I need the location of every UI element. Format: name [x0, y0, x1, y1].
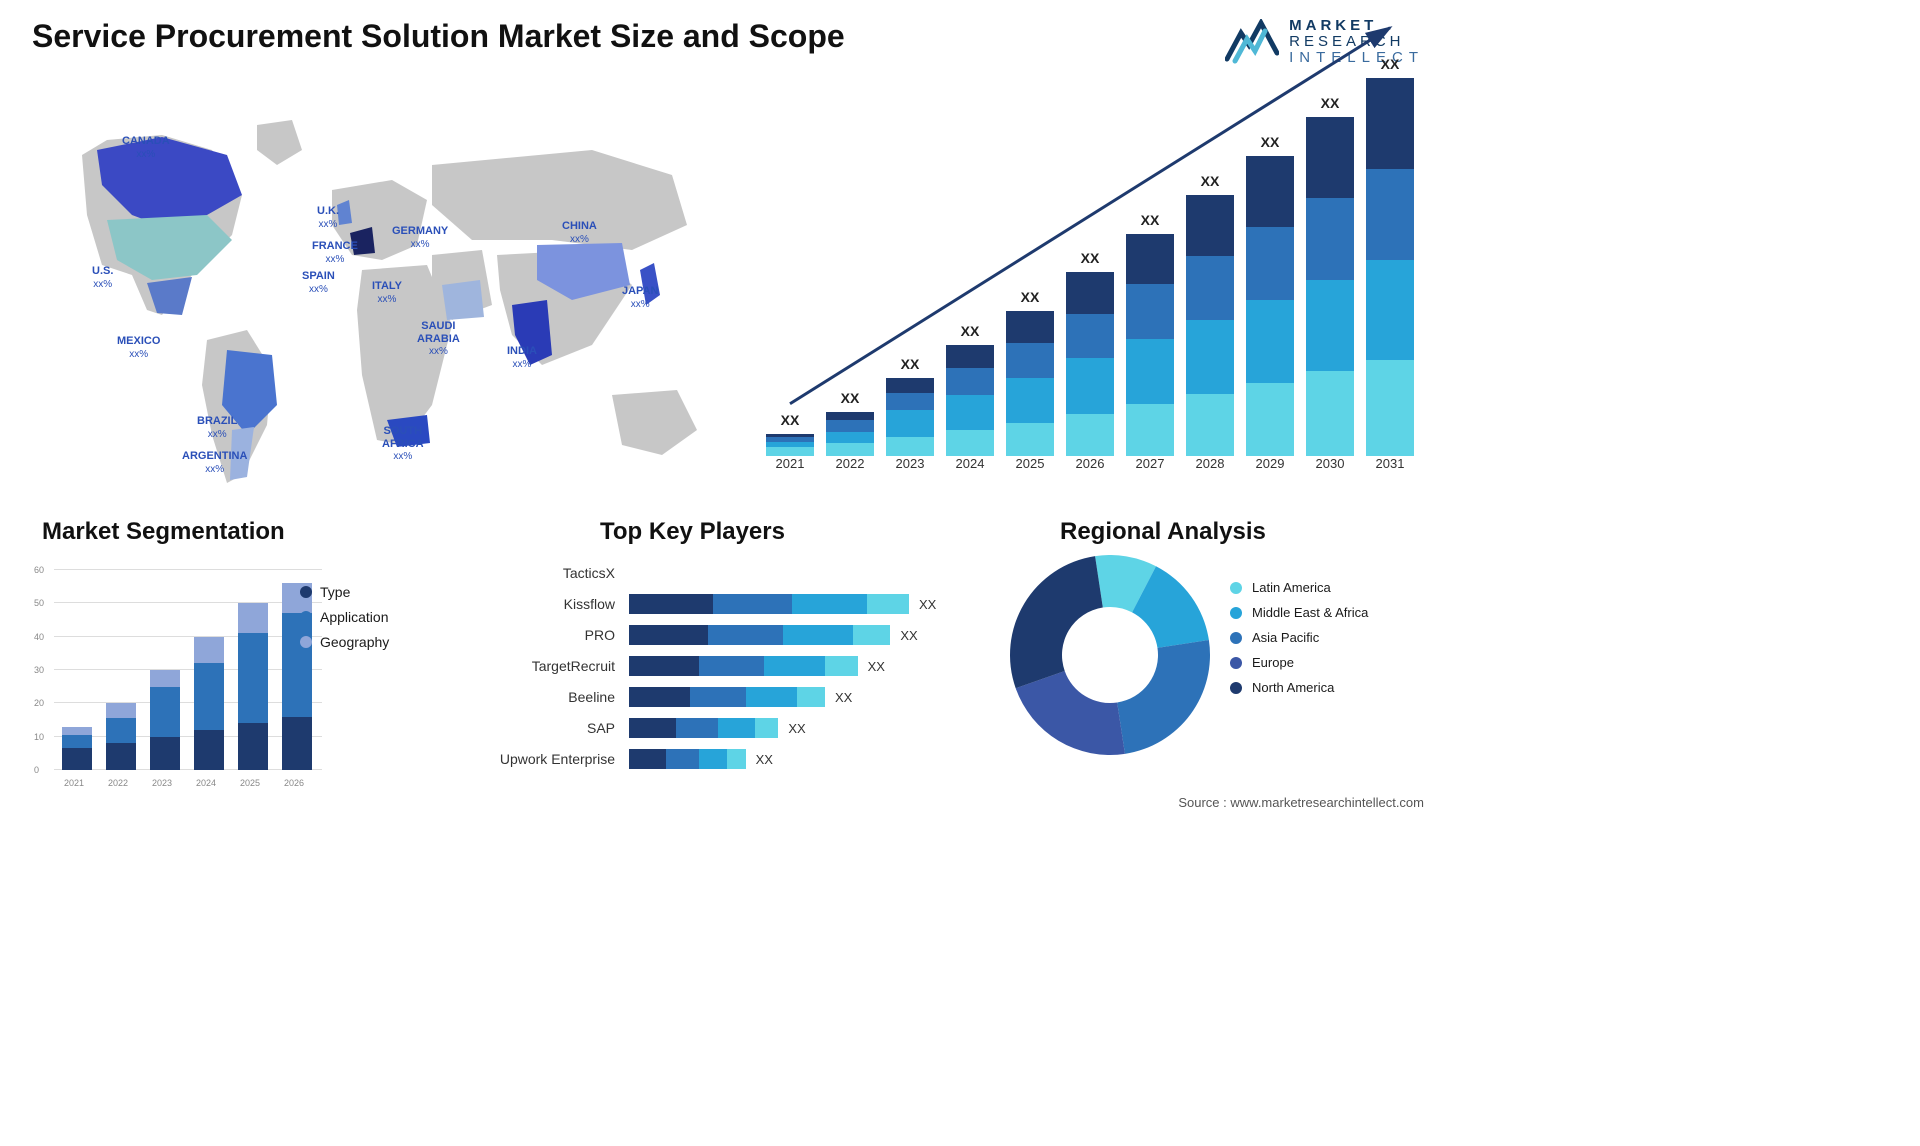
segmentation-chart: 0102030405060202120222023202420252026 [32, 555, 322, 790]
regional-legend: Latin America Middle East & Africa Asia Pa… [1230, 570, 1368, 705]
hero-xaxis-label: 2027 [1120, 456, 1180, 480]
hero-xaxis-label: 2025 [1000, 456, 1060, 480]
seg-bar-segment [194, 663, 224, 730]
player-row: Upwork EnterpriseXX [470, 746, 970, 772]
map-label: ARGENTINAxx% [182, 450, 247, 475]
donut-legend-item: Middle East & Africa [1230, 605, 1368, 620]
brand-line1: MARKET [1289, 18, 1424, 34]
map-label: MEXICOxx% [117, 335, 160, 360]
world-map: CANADAxx% U.S.xx% MEXICOxx% BRAZILxx% ARGENT… [32, 95, 732, 495]
hero-xaxis-label: 2031 [1360, 456, 1420, 480]
seg-bar-segment [150, 687, 180, 737]
player-row: KissflowXX [470, 591, 970, 617]
hero-xaxis-label: 2028 [1180, 456, 1240, 480]
hero-bar: XX [1186, 195, 1234, 456]
hero-bar: XX [766, 434, 814, 456]
map-label: FRANCExx% [312, 240, 358, 265]
hero-bar: XX [826, 412, 874, 456]
hero-bar-value: XX [1186, 173, 1234, 189]
map-label: JAPANxx% [622, 285, 658, 310]
seg-bar-segment [62, 748, 92, 770]
map-label: SPAINxx% [302, 270, 335, 295]
hero-bar: XX [1066, 272, 1114, 456]
seg-bar-segment [282, 717, 312, 770]
player-row: SAPXX [470, 715, 970, 741]
donut-legend-item: North America [1230, 680, 1368, 695]
hero-bar-value: XX [1126, 212, 1174, 228]
player-row: TacticsX [470, 560, 970, 586]
hero-bar: XX [946, 345, 994, 456]
hero-bar-value: XX [946, 323, 994, 339]
donut-legend-item: Asia Pacific [1230, 630, 1368, 645]
seg-bar-segment [194, 637, 224, 664]
hero-bar-value: XX [1006, 289, 1054, 305]
map-label: U.K.xx% [317, 205, 339, 230]
seg-legend-item: Type [300, 584, 389, 600]
seg-bar-segment [150, 737, 180, 770]
seg-legend-item: Geography [300, 634, 389, 650]
seg-bar-segment [62, 727, 92, 735]
seg-legend-item: Application [300, 609, 389, 625]
hero-xaxis-label: 2021 [760, 456, 820, 480]
hero-xaxis-label: 2024 [940, 456, 1000, 480]
map-label: SOUTHAFRICAxx% [382, 425, 424, 463]
hero-bar: XX [1006, 311, 1054, 456]
page-title: Service Procurement Solution Market Size… [32, 18, 845, 55]
hero-bar: XX [1126, 234, 1174, 456]
seg-bar-segment [150, 670, 180, 687]
map-label: SAUDIARABIAxx% [417, 320, 460, 358]
regional-donut-chart [1010, 555, 1210, 755]
seg-bar-segment [62, 735, 92, 748]
hero-xaxis-label: 2030 [1300, 456, 1360, 480]
seg-bar-segment [238, 603, 268, 633]
segmentation-header: Market Segmentation [42, 518, 285, 546]
map-label: CANADAxx% [122, 135, 170, 160]
players-header: Top Key Players [600, 518, 785, 546]
seg-bar-segment [106, 743, 136, 770]
seg-bar-segment [238, 723, 268, 770]
map-label: U.S.xx% [92, 265, 113, 290]
map-label: ITALYxx% [372, 280, 402, 305]
player-row: TargetRecruitXX [470, 653, 970, 679]
seg-bar-segment [238, 633, 268, 723]
hero-bar-value: XX [1246, 134, 1294, 150]
hero-bar: XX [1246, 156, 1294, 456]
hero-xaxis-label: 2029 [1240, 456, 1300, 480]
hero-bar-value: XX [1366, 56, 1414, 72]
hero-bar-value: XX [1306, 95, 1354, 111]
hero-xaxis-label: 2026 [1060, 456, 1120, 480]
brand-mark-icon [1225, 19, 1279, 65]
hero-bar: XX [1306, 117, 1354, 456]
donut-legend-item: Europe [1230, 655, 1368, 670]
seg-bar-segment [106, 718, 136, 743]
source-text: Source : www.marketresearchintellect.com [1178, 795, 1424, 810]
hero-xaxis-label: 2022 [820, 456, 880, 480]
hero-xaxis-label: 2023 [880, 456, 940, 480]
segmentation-legend: Type Application Geography [300, 575, 389, 659]
map-label: CHINAxx% [562, 220, 597, 245]
hero-bar-value: XX [886, 356, 934, 372]
hero-bar-value: XX [826, 390, 874, 406]
key-players-chart: TacticsX KissflowXX PROXX TargetRecruitXX Be… [470, 555, 970, 777]
hero-bar: XX [886, 378, 934, 456]
hero-stacked-bar-chart: XXXXXXXXXXXXXXXXXXXXXX 20212022202320242… [760, 100, 1420, 480]
hero-bar: XX [1366, 78, 1414, 456]
regional-header: Regional Analysis [1060, 518, 1266, 546]
map-label: GERMANYxx% [392, 225, 448, 250]
player-row: BeelineXX [470, 684, 970, 710]
player-row: PROXX [470, 622, 970, 648]
map-label: BRAZILxx% [197, 415, 237, 440]
seg-bar-segment [106, 703, 136, 718]
map-label: INDIAxx% [507, 345, 537, 370]
donut-legend-item: Latin America [1230, 580, 1368, 595]
seg-bar-segment [194, 730, 224, 770]
hero-bar-value: XX [766, 412, 814, 428]
hero-bar-value: XX [1066, 250, 1114, 266]
